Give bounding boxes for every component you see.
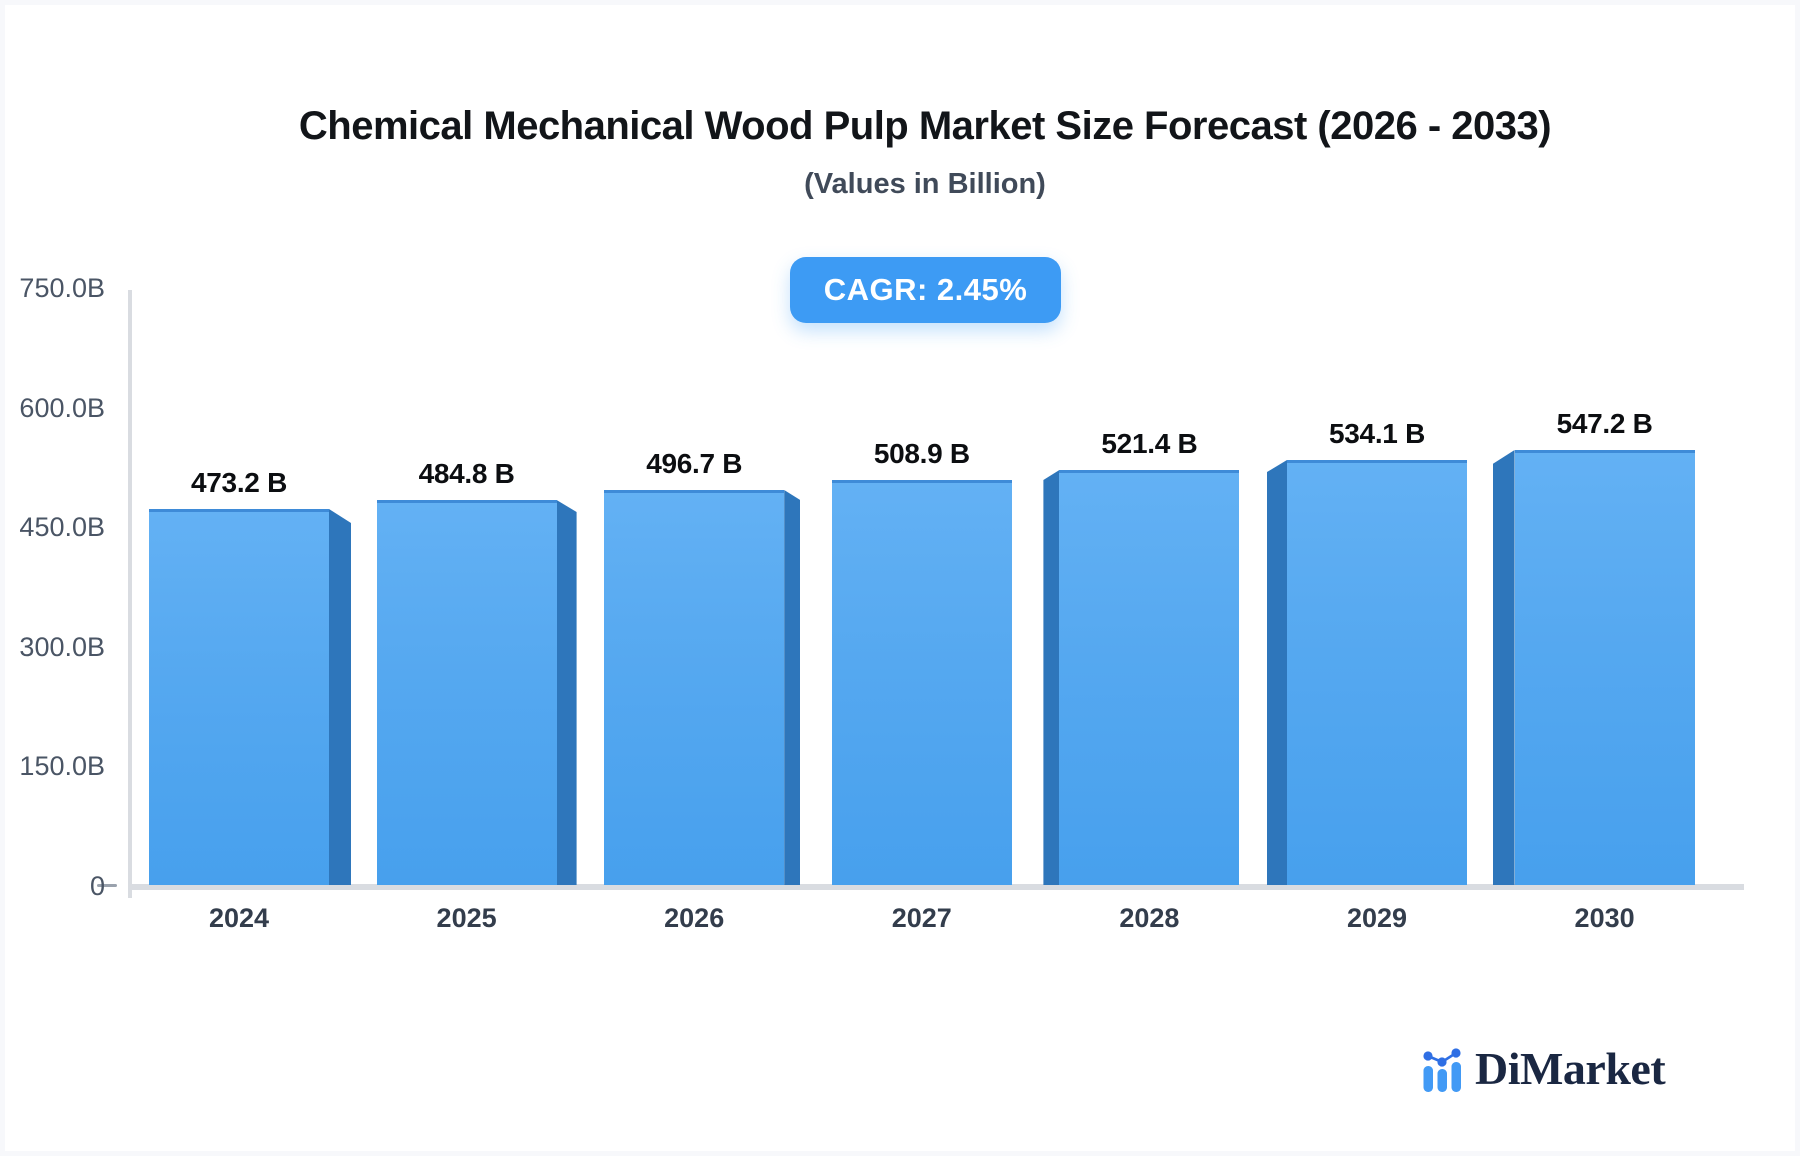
zero-tick [97, 884, 117, 887]
y-tick-label: 600.0B [19, 393, 105, 423]
bar-value-label: 496.7 B [646, 448, 743, 479]
x-tick-label: 2026 [664, 903, 725, 933]
bar-2025[interactable] [376, 500, 577, 885]
bar-face [376, 500, 557, 885]
bar-face [831, 480, 1012, 885]
chart-title: Chemical Mechanical Wood Pulp Market Siz… [298, 104, 1552, 148]
y-tick-label: 300.0B [19, 632, 105, 662]
bar-value-label: 473.2 B [191, 467, 287, 498]
y-tick-label: 150.0B [19, 751, 105, 781]
bar-2029[interactable] [1267, 460, 1467, 885]
x-axis-line [128, 884, 1744, 890]
bar-side-3d [1267, 460, 1287, 885]
x-tick-label: 2024 [208, 903, 270, 933]
bar-side-3d [1043, 470, 1060, 885]
y-axis-line [128, 290, 132, 898]
bar-face [1287, 460, 1467, 885]
dimarket-logo: DiMarket [1418, 1040, 1666, 1096]
bar-value-label: 508.9 B [873, 438, 970, 469]
cagr-badge: CAGR: 2.45% [790, 257, 1061, 323]
x-tick-label: 2029 [1346, 903, 1408, 933]
brand-name: DiMarket [1475, 1042, 1666, 1094]
bar-side-3d [784, 490, 801, 885]
y-tick-label: 750.0B [19, 273, 105, 303]
bar-side-3d [556, 500, 577, 885]
bar-2024[interactable] [149, 509, 351, 885]
x-tick-label: 2027 [891, 903, 952, 933]
bar-face [1059, 470, 1240, 885]
bar-face [1514, 450, 1695, 885]
cagr-label: CAGR: 2.45% [823, 272, 1028, 307]
bar-value-label: 484.8 B [418, 458, 515, 489]
bar-value-label: 521.4 B [1101, 428, 1198, 459]
dimarket-logo-icon [1423, 1048, 1461, 1092]
bar-2026[interactable] [604, 490, 801, 885]
bar-2030[interactable] [1492, 450, 1695, 885]
y-tick-label: 0 [89, 871, 105, 901]
bar-side-3d [1492, 450, 1515, 885]
x-tick-label: 2025 [436, 903, 497, 933]
bar-side-3d [329, 509, 351, 885]
bar-face [604, 490, 785, 885]
bar-2027[interactable] [831, 480, 1012, 885]
x-tick-label: 2030 [1574, 903, 1635, 933]
x-tick-label: 2028 [1119, 903, 1180, 933]
bar-value-label: 547.2 B [1556, 408, 1653, 439]
chart-subtitle: (Values in Billion) [804, 168, 1046, 200]
bar-face [149, 509, 329, 885]
bar-2028[interactable] [1043, 470, 1240, 885]
bar-value-label: 534.1 B [1329, 418, 1425, 449]
y-tick-label: 450.0B [19, 512, 105, 542]
